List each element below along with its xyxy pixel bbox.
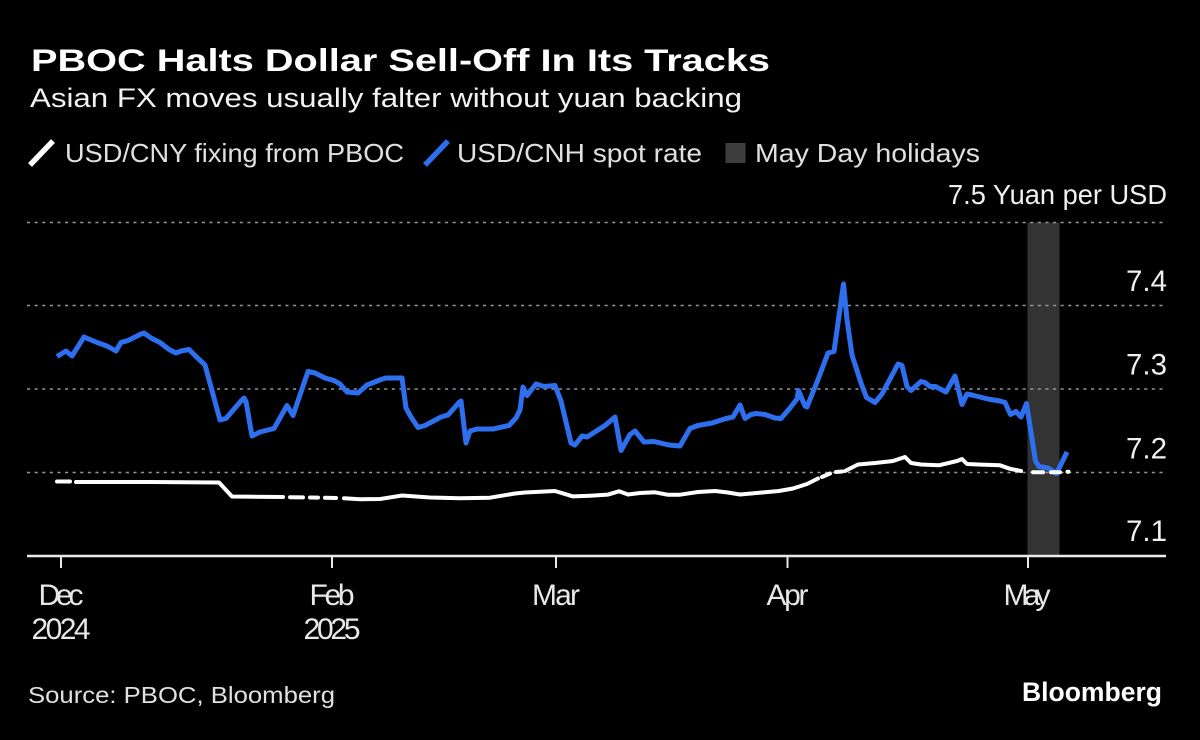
- svg-text:Bloomberg: Bloomberg: [1022, 677, 1162, 707]
- svg-text:Apr: Apr: [767, 579, 809, 612]
- svg-text:Mar: Mar: [532, 579, 580, 612]
- svg-text:USD/CNY fixing from PBOC: USD/CNY fixing from PBOC: [65, 138, 404, 168]
- svg-text:USD/CNH spot rate: USD/CNH spot rate: [457, 138, 702, 168]
- svg-text:7.5 Yuan per USD: 7.5 Yuan per USD: [948, 179, 1167, 210]
- svg-text:2024: 2024: [32, 613, 91, 646]
- svg-text:Source: PBOC, Bloomberg: Source: PBOC, Bloomberg: [28, 682, 335, 708]
- svg-text:2025: 2025: [304, 613, 361, 646]
- svg-text:PBOC Halts Dollar Sell-Off In: PBOC Halts Dollar Sell-Off In Its Tracks: [31, 42, 770, 78]
- svg-text:Dec: Dec: [39, 579, 84, 612]
- svg-text:7.1: 7.1: [1126, 515, 1167, 548]
- svg-text:May Day holidays: May Day holidays: [755, 138, 980, 168]
- svg-text:Asian FX moves usually falter: Asian FX moves usually falter without yu…: [30, 83, 742, 113]
- svg-text:May: May: [1004, 579, 1051, 612]
- svg-text:7.3: 7.3: [1126, 349, 1167, 382]
- svg-text:7.4: 7.4: [1126, 265, 1167, 298]
- svg-text:Feb: Feb: [310, 579, 355, 612]
- svg-text:7.2: 7.2: [1126, 433, 1167, 466]
